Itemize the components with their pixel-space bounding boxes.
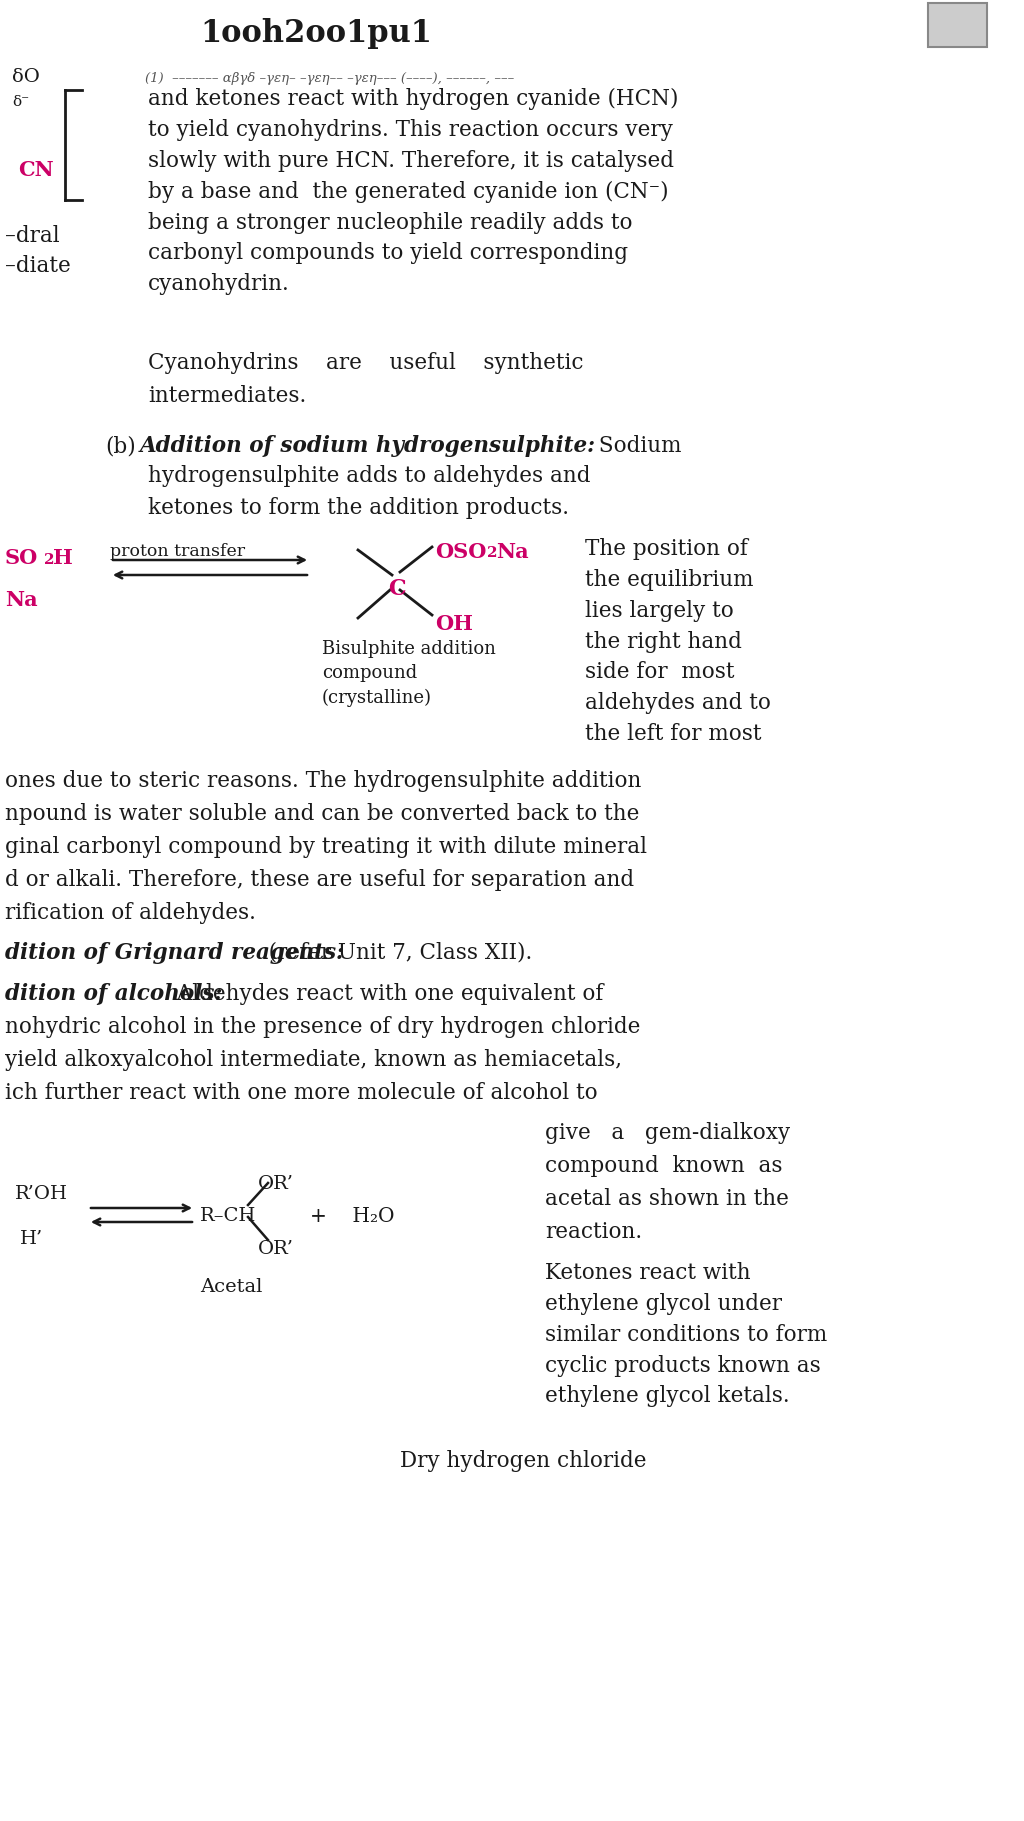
Text: ich further react with one more molecule of alcohol to: ich further react with one more molecule… — [5, 1082, 598, 1104]
Text: Na: Na — [5, 590, 38, 610]
Text: 2: 2 — [487, 546, 498, 561]
Text: C: C — [388, 577, 406, 599]
Text: Acetal: Acetal — [200, 1278, 262, 1297]
Text: The position of
the equilibrium
lies largely to
the right hand
side for  most
al: The position of the equilibrium lies lar… — [585, 537, 771, 745]
Text: hydrogensulphite adds to aldehydes and: hydrogensulphite adds to aldehydes and — [148, 464, 591, 486]
Text: Sodium: Sodium — [592, 435, 682, 457]
Text: dition of Grignard reagents:: dition of Grignard reagents: — [5, 941, 344, 963]
Text: (b): (b) — [105, 435, 136, 457]
Text: Bisulphite addition
compound
(crystalline): Bisulphite addition compound (crystallin… — [322, 639, 496, 707]
Text: nohydric alcohol in the presence of dry hydrogen chloride: nohydric alcohol in the presence of dry … — [5, 1016, 640, 1038]
Text: reaction.: reaction. — [545, 1222, 642, 1244]
Text: Dry hydrogen chloride: Dry hydrogen chloride — [400, 1450, 646, 1471]
Text: SO: SO — [5, 548, 38, 568]
Text: Ketones react with
ethylene glycol under
similar conditions to form
cyclic produ: Ketones react with ethylene glycol under… — [545, 1262, 827, 1408]
FancyBboxPatch shape — [928, 4, 987, 47]
Text: acetal as shown in the: acetal as shown in the — [545, 1187, 788, 1209]
Text: OH: OH — [435, 614, 473, 634]
Text: OR’: OR’ — [258, 1240, 294, 1258]
Text: rification of aldehydes.: rification of aldehydes. — [5, 901, 256, 923]
Text: 2: 2 — [44, 554, 54, 566]
Text: (refer Unit 7, Class XII).: (refer Unit 7, Class XII). — [248, 941, 532, 963]
Text: H’: H’ — [20, 1229, 43, 1247]
Text: δ⁻: δ⁻ — [12, 95, 29, 109]
Text: intermediates.: intermediates. — [148, 384, 306, 408]
Text: npound is water soluble and can be converted back to the: npound is water soluble and can be conve… — [5, 803, 639, 825]
Text: δO: δO — [12, 67, 40, 86]
Text: Cyanohydrins    are    useful    synthetic: Cyanohydrins are useful synthetic — [148, 351, 584, 373]
Text: OSO: OSO — [435, 543, 486, 563]
Text: H: H — [53, 548, 73, 568]
Text: compound  known  as: compound known as — [545, 1155, 782, 1176]
Text: +    H₂O: + H₂O — [310, 1207, 394, 1226]
Text: d or alkali. Therefore, these are useful for separation and: d or alkali. Therefore, these are useful… — [5, 869, 634, 890]
Text: Aldehydes react with one equivalent of: Aldehydes react with one equivalent of — [163, 983, 603, 1005]
Text: –dral: –dral — [5, 226, 59, 248]
Text: R’OH: R’OH — [15, 1185, 68, 1204]
Text: yield alkoxyalcohol intermediate, known as hemiacetals,: yield alkoxyalcohol intermediate, known … — [5, 1049, 622, 1071]
Text: Na: Na — [496, 543, 528, 563]
Text: –diate: –diate — [5, 255, 71, 277]
Text: R–CH: R–CH — [200, 1207, 256, 1226]
Text: Addition of sodium hydrogensulphite:: Addition of sodium hydrogensulphite: — [140, 435, 596, 457]
Text: CN: CN — [18, 160, 53, 180]
Text: ginal carbonyl compound by treating it with dilute mineral: ginal carbonyl compound by treating it w… — [5, 836, 647, 858]
Text: and ketones react with hydrogen cyanide (HCN)
to yield cyanohydrins. This reacti: and ketones react with hydrogen cyanide … — [148, 87, 679, 295]
Text: proton transfer: proton transfer — [110, 543, 245, 561]
Text: dition of alcohols:: dition of alcohols: — [5, 983, 222, 1005]
Text: (1)  ––––––– αβγδ –γεη– –γεη–– –γεη––– (––––), ––––––, –––: (1) ––––––– αβγδ –γεη– –γεη–– –γεη––– (–… — [145, 73, 514, 86]
Text: ketones to form the addition products.: ketones to form the addition products. — [148, 497, 569, 519]
Text: ones due to steric reasons. The hydrogensulphite addition: ones due to steric reasons. The hydrogen… — [5, 770, 641, 792]
Text: give   a   gem-dialkoxy: give a gem-dialkoxy — [545, 1122, 791, 1144]
Text: OR’: OR’ — [258, 1175, 294, 1193]
Text: 1ooh2oo1pu1: 1ooh2oo1pu1 — [200, 18, 432, 49]
